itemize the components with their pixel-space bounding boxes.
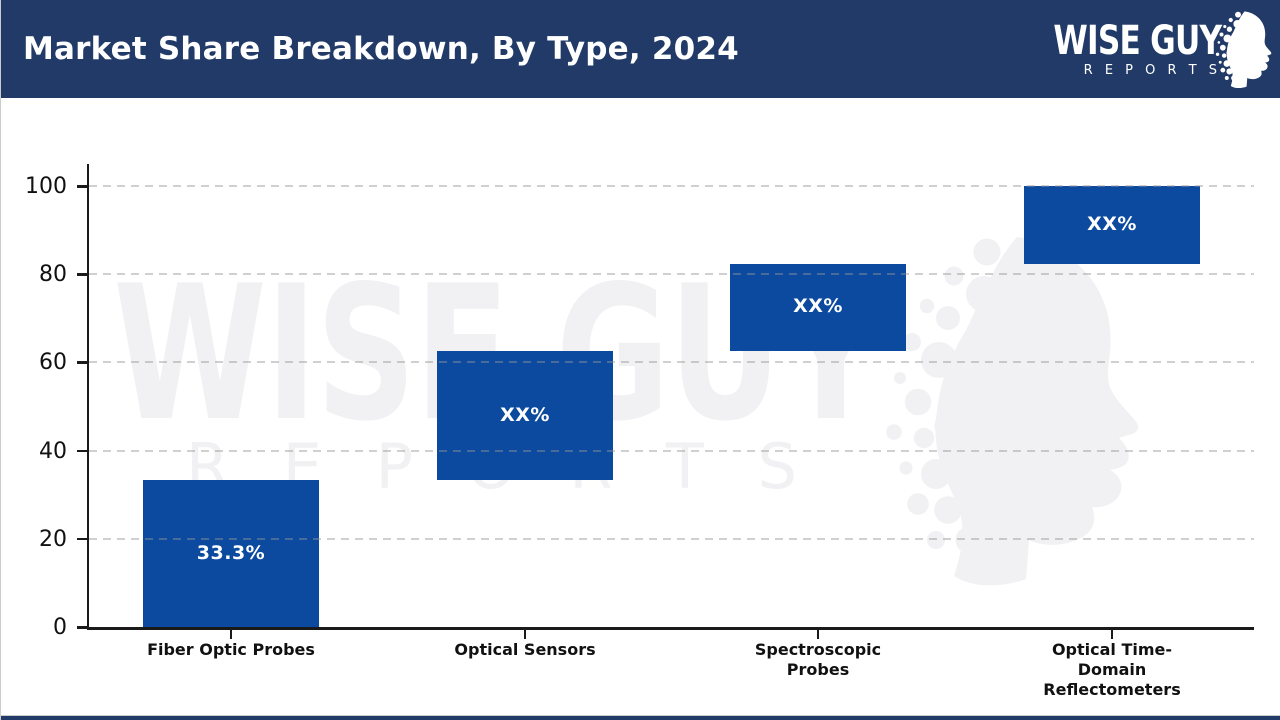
category-label: Optical Sensors bbox=[454, 640, 596, 659]
bar-segment bbox=[730, 264, 906, 351]
gridline bbox=[89, 273, 1254, 276]
x-tick bbox=[229, 629, 233, 639]
y-tick bbox=[76, 537, 87, 541]
category-label: Fiber Optic Probes bbox=[147, 640, 315, 659]
chart-canvas: WISE GUY R E P O R T S 33.3%XX%XX%XX%020… bbox=[1, 98, 1280, 716]
y-tick bbox=[76, 361, 87, 364]
chart-title: Market Share Breakdown, By Type, 2024 bbox=[23, 31, 739, 67]
x-tick bbox=[1110, 629, 1114, 639]
category-label: Spectroscopic Probes bbox=[754, 640, 882, 679]
y-tick-label: 0 bbox=[53, 615, 67, 640]
logo-text: WISE GUY R E P O R T S bbox=[1006, 18, 1222, 78]
category-label: Optical Time- Domain Reflectometers bbox=[1043, 640, 1181, 699]
bar-value-label: 33.3% bbox=[196, 541, 266, 564]
footer-bar bbox=[1, 716, 1280, 720]
bar-segment bbox=[437, 350, 613, 481]
y-tick bbox=[76, 449, 87, 453]
bar-value-label: XX% bbox=[793, 295, 843, 318]
x-axis-line bbox=[86, 627, 1254, 630]
y-tick bbox=[76, 273, 87, 276]
y-tick bbox=[76, 185, 87, 188]
gridline bbox=[89, 185, 1254, 187]
bar-segment bbox=[143, 480, 319, 627]
y-tick-label: 80 bbox=[39, 262, 67, 288]
x-tick bbox=[523, 629, 527, 639]
logo-wordmark: WISE GUY bbox=[1053, 18, 1222, 64]
y-tick bbox=[76, 626, 87, 629]
y-axis-line bbox=[86, 164, 89, 630]
bar-value-label: XX% bbox=[500, 403, 550, 426]
x-tick bbox=[816, 629, 820, 639]
bar-segment bbox=[1024, 186, 1200, 265]
y-tick-label: 40 bbox=[39, 438, 67, 464]
y-tick-label: 100 bbox=[25, 174, 67, 199]
logo-subtitle: R E P O R T S bbox=[1083, 63, 1221, 78]
y-tick-label: 20 bbox=[39, 526, 67, 552]
gridline bbox=[89, 361, 1254, 364]
wise-guy-logo: WISE GUY R E P O R T S bbox=[1006, 9, 1273, 89]
bar-value-label: XX% bbox=[1087, 213, 1137, 236]
gridline bbox=[89, 449, 1254, 452]
gridline bbox=[89, 537, 1254, 540]
footer-divider bbox=[1, 715, 1280, 716]
y-tick-label: 60 bbox=[39, 350, 67, 376]
header: Market Share Breakdown, By Type, 2024 WI… bbox=[1, 0, 1280, 98]
